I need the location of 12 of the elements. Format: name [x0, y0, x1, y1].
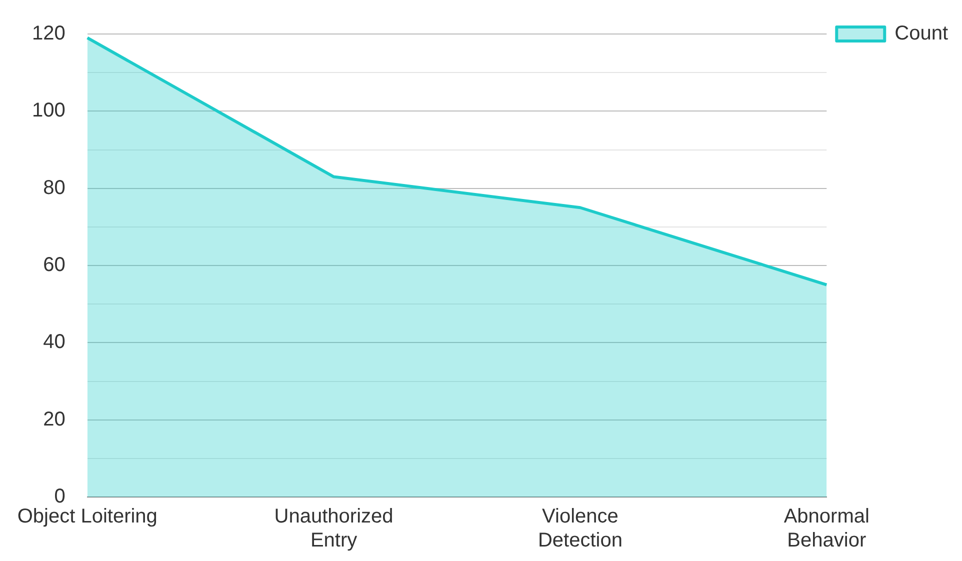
y-tick-label: 120 — [32, 22, 66, 45]
x-tick-label: Violence Detection — [538, 506, 622, 552]
y-tick-label: 80 — [43, 176, 66, 199]
x-tick-label: Abnormal Behavior — [784, 506, 870, 552]
legend-label: Count — [894, 22, 948, 45]
x-tick-label: Object Loitering — [17, 506, 158, 528]
y-tick-label: 0 — [54, 486, 66, 508]
y-tick-label: 100 — [32, 100, 66, 122]
y-tick-label: 60 — [43, 254, 66, 276]
y-tick-label: 20 — [43, 408, 66, 430]
x-tick-label: Unauthorized Entry — [274, 506, 394, 552]
y-tick-label: 40 — [43, 331, 66, 354]
